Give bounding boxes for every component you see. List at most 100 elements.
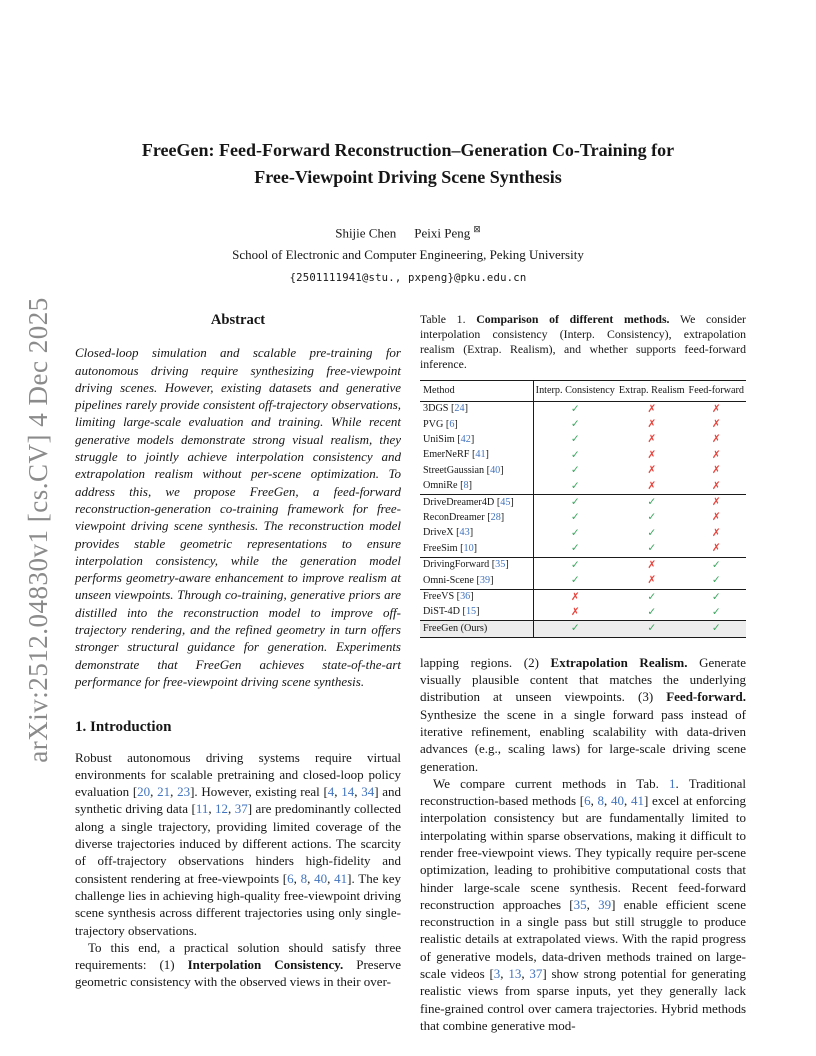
table-row: UniSim [42] ✓ ✗ ✗ xyxy=(420,432,746,448)
value-cell: ✓ xyxy=(532,556,617,574)
value-cell: ✗ xyxy=(532,604,617,621)
cross-icon: ✗ xyxy=(647,464,657,477)
citation-link[interactable]: 45 xyxy=(500,496,511,508)
citation-link[interactable]: 11 xyxy=(195,801,209,817)
method-cell: EmerNeRF [41] xyxy=(423,449,489,461)
table-row: DriveDreamer4D [45] ✓ ✓ ✗ xyxy=(420,494,746,511)
citation-link[interactable]: 8 xyxy=(597,793,605,809)
citation-link[interactable]: 42 xyxy=(460,433,471,445)
cross-icon: ✗ xyxy=(647,448,657,461)
cross-icon: ✗ xyxy=(711,448,721,461)
value-cell: ✗ xyxy=(687,526,746,541)
check-icon: ✓ xyxy=(647,511,657,524)
citation-link[interactable]: 21 xyxy=(157,784,171,800)
introduction-body: Robust autonomous driving systems requir… xyxy=(75,749,401,991)
method-cell: DriveDreamer4D [45] xyxy=(420,494,534,511)
table-row: PVG [6] ✓ ✗ ✗ xyxy=(420,417,746,433)
method-cell: DrivingForward [35] xyxy=(420,556,534,574)
value-cell: ✗ xyxy=(532,588,617,605)
check-icon: ✓ xyxy=(711,558,721,571)
table-row: StreetGaussian [40] ✓ ✗ ✗ xyxy=(420,463,746,479)
citation-link[interactable]: 6 xyxy=(449,418,455,430)
value-cell: ✗ xyxy=(617,479,687,495)
citation-link[interactable]: 35 xyxy=(495,559,506,571)
value-cell: ✗ xyxy=(617,401,687,417)
check-icon: ✓ xyxy=(647,605,657,618)
citation-link[interactable]: 15 xyxy=(465,606,477,618)
citation-link[interactable]: 14 xyxy=(341,784,355,800)
table-row: Omni-Scene [39] ✓ ✗ ✓ xyxy=(420,573,746,589)
citation-link[interactable]: 28 xyxy=(490,511,501,523)
citation-link[interactable]: 36 xyxy=(460,591,471,602)
citation-link[interactable]: 6 xyxy=(584,793,591,809)
check-icon: ✓ xyxy=(570,558,580,571)
method-cell: PVG [6] xyxy=(423,418,458,430)
citation-link[interactable]: 43 xyxy=(459,527,470,539)
check-icon: ✓ xyxy=(570,402,580,415)
check-icon: ✓ xyxy=(711,590,721,603)
citation-link[interactable]: 4 xyxy=(327,784,335,800)
citation-link[interactable]: 24 xyxy=(454,403,465,415)
check-icon: ✓ xyxy=(647,496,657,509)
value-cell: ✗ xyxy=(687,417,746,432)
right-column: Table 1. Comparison of different methods… xyxy=(420,312,746,1034)
value-cell: ✓ xyxy=(616,588,687,605)
citation-link[interactable]: 13 xyxy=(508,966,522,982)
citation-link[interactable]: 40 xyxy=(610,793,624,809)
citation-link[interactable]: 23 xyxy=(177,784,191,800)
citation-link[interactable]: 37 xyxy=(529,966,543,982)
citation-link[interactable]: 10 xyxy=(463,542,474,554)
citation-link[interactable]: 20 xyxy=(137,784,151,800)
citation-link[interactable]: 8 xyxy=(463,480,469,492)
citation-link[interactable]: 3 xyxy=(493,966,501,982)
value-cell: ✓ xyxy=(616,494,687,511)
paragraph: To this end, a practical solution should… xyxy=(75,939,401,990)
citation-link[interactable]: 40 xyxy=(490,464,501,476)
citation-link[interactable]: 41 xyxy=(475,449,486,461)
check-icon: ✓ xyxy=(570,542,580,555)
citation-link[interactable]: 35 xyxy=(573,896,587,912)
check-icon: ✓ xyxy=(711,574,721,587)
citation-link[interactable]: 39 xyxy=(598,896,612,912)
value-cell: ✓ xyxy=(617,510,687,525)
table-row: DrivingForward [35] ✓ ✗ ✓ xyxy=(420,556,746,574)
check-icon: ✓ xyxy=(570,526,580,539)
citation-link[interactable]: 8 xyxy=(300,870,308,886)
method-cell: UniSim [42] xyxy=(423,433,475,445)
value-cell: ✗ xyxy=(687,463,746,478)
citation-link[interactable]: 40 xyxy=(314,870,328,886)
value-cell: ✓ xyxy=(617,541,687,557)
value-cell: ✓ xyxy=(532,432,617,448)
table-caption: Table 1. Comparison of different methods… xyxy=(420,312,746,371)
email[interactable]: {2501111941@stu., pxpeng}@pku.edu.cn xyxy=(289,272,527,285)
value-cell: ✓ xyxy=(532,541,617,558)
abstract-text: Closed-loop simulation and scalable pre-… xyxy=(75,345,401,689)
citation-link[interactable]: 37 xyxy=(234,801,248,817)
cross-icon: ✗ xyxy=(647,402,657,415)
method-cell: 3DGS [24] xyxy=(423,403,469,415)
citation-link[interactable]: 39 xyxy=(479,574,491,586)
value-cell: ✓ xyxy=(532,510,617,526)
ref-link[interactable]: 1 xyxy=(669,775,676,791)
check-icon: ✓ xyxy=(570,622,580,635)
value-cell: ✗ xyxy=(617,448,687,463)
check-icon: ✓ xyxy=(570,479,580,492)
value-cell: ✗ xyxy=(687,432,746,447)
citation-link[interactable]: 34 xyxy=(361,784,375,800)
cross-icon: ✗ xyxy=(570,590,580,603)
citation-link[interactable]: 6 xyxy=(287,870,294,886)
author-2: Peixi Peng xyxy=(414,225,471,241)
value-cell: ✓ xyxy=(532,417,617,433)
citation-link[interactable]: 12 xyxy=(215,801,229,817)
citation-link[interactable]: 41 xyxy=(630,793,644,809)
value-cell: ✗ xyxy=(687,448,746,463)
check-icon: ✓ xyxy=(570,496,580,509)
value-cell: ✓ xyxy=(686,620,746,638)
value-cell: ✓ xyxy=(616,620,687,638)
paragraph: Robust autonomous driving systems requir… xyxy=(75,749,402,938)
check-icon: ✓ xyxy=(570,418,580,431)
citation-link[interactable]: 41 xyxy=(334,870,348,886)
table-row: FreeGen (Ours) ✓ ✓ ✓ xyxy=(420,620,746,638)
column-header: Interp. Consistency xyxy=(532,380,617,402)
